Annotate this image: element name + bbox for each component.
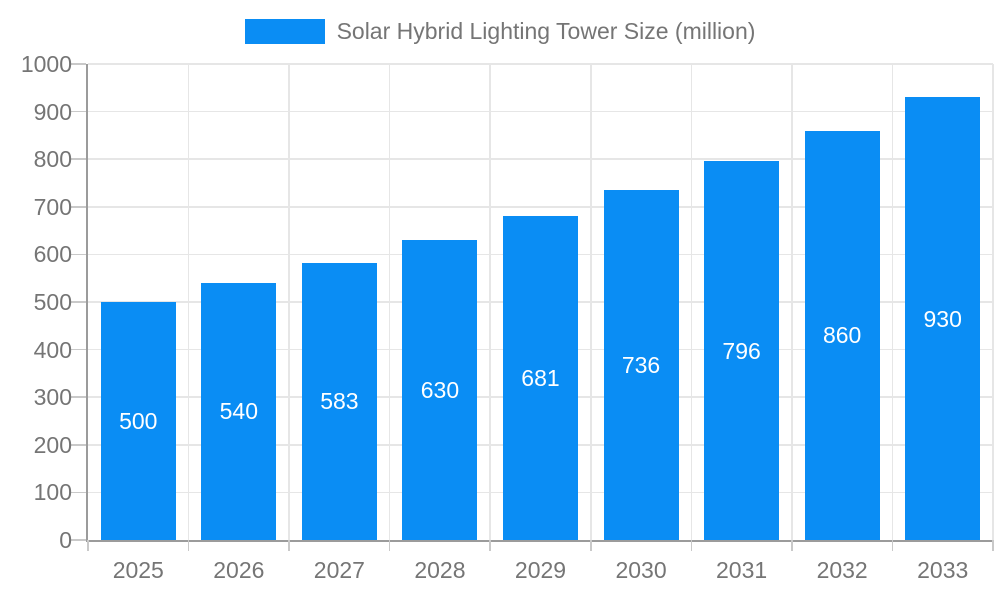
x-axis-tick-label: 2026 [213,557,265,583]
x-axis-tick [187,540,190,551]
plot-area: 500 540 583 630 681 736 796 860 930 [88,63,994,540]
bar-value-label: 860 [822,322,862,349]
x-axis-tick [489,540,491,551]
y-axis-tick-label: 200 [33,431,72,458]
y-axis-tick [71,301,86,303]
y-axis-tick-label: 100 [33,479,72,506]
y-axis-tick-label: 0 [59,527,72,553]
x-axis-tick-label: 2032 [816,557,868,583]
bar [503,215,578,540]
bar-value-label: 930 [923,305,962,332]
x-axis-tick [388,540,391,551]
bar-value-label: 630 [420,377,460,404]
x-axis-tick-label: 2031 [716,557,768,583]
bar [402,240,478,540]
y-axis-tick [71,348,86,351]
x-axis-tick [288,540,290,551]
y-axis-tick-label: 400 [33,336,72,363]
y-axis-tick-label: 300 [33,384,72,411]
bar-value-label: 736 [621,351,661,378]
bar-value-label: 681 [521,364,560,391]
y-axis-tick [71,158,86,160]
bar [804,130,880,540]
x-axis-tick [891,540,894,551]
gridline-horizontal [88,158,993,160]
y-axis-line [86,64,88,542]
x-axis-tick-label: 2029 [514,557,567,583]
gridline-vertical [489,64,491,540]
x-axis-tick [590,540,592,551]
gridline-vertical [590,64,592,540]
legend-color-swatch [244,18,325,44]
y-axis-tick-label: 800 [33,146,72,173]
y-axis-tick [71,444,86,446]
y-axis-tick-label: 1000 [20,51,72,77]
x-axis-tick [791,540,793,551]
x-axis-tick [992,540,994,551]
bar [905,97,981,540]
bar [100,302,176,540]
y-axis-tick-label: 900 [33,98,72,125]
gridline-vertical [791,64,793,540]
bar [704,161,780,540]
y-axis-tick [71,110,86,113]
bars-layer: 500 540 583 630 681 736 796 860 930 [88,64,993,540]
y-axis-tick [71,206,86,208]
y-axis-tick [71,63,86,65]
gridline-vertical [288,64,290,540]
x-axis-tick-label: 2030 [615,557,667,583]
y-axis-tick [71,396,86,398]
x-axis-tick [87,540,89,551]
bar-value-label: 500 [119,408,158,434]
x-axis-line [86,540,993,542]
x-axis-tick-label: 2028 [414,557,466,583]
y-axis-tick [71,253,86,256]
y-axis-tick [71,539,86,541]
bar [603,189,679,540]
bar-value-label: 583 [320,388,359,415]
bar-value-label: 540 [219,398,258,425]
x-axis-tick-label: 2027 [313,557,365,583]
x-axis-tick [690,540,693,551]
x-axis-tick-label: 2025 [112,557,164,583]
bar-value-label: 796 [722,337,761,364]
gridline-horizontal [88,206,993,208]
gridline-vertical [388,64,391,540]
legend-label: Solar Hybrid Lighting Tower Size (millio… [336,18,756,44]
y-axis-tick-label: 700 [33,193,72,220]
gridline-horizontal [88,63,993,65]
gridline-vertical [690,64,693,540]
bar [301,262,377,540]
bar [201,282,277,540]
gridline-vertical [992,64,994,540]
y-axis-tick [71,491,86,494]
gridline-horizontal [88,110,993,113]
gridline-vertical [187,64,190,540]
gridline-vertical [891,64,894,540]
x-axis-tick-label: 2033 [917,557,969,583]
chart-legend[interactable]: Solar Hybrid Lighting Tower Size (millio… [0,17,1000,45]
y-axis-tick-label: 600 [33,241,72,268]
y-axis-tick-label: 500 [33,289,72,315]
